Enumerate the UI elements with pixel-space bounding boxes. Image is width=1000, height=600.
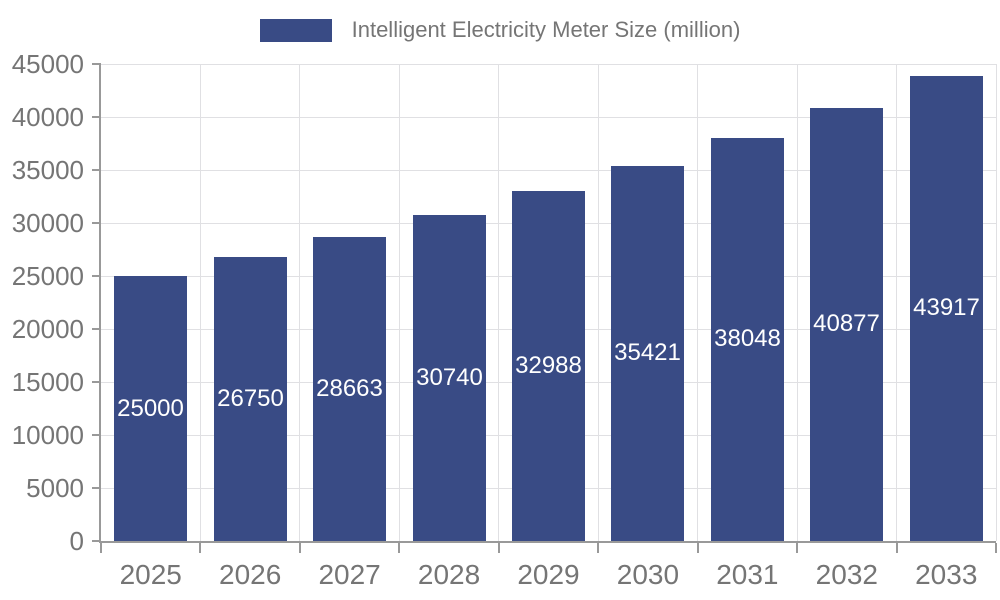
x-axis-line — [99, 541, 996, 543]
v-gridline — [796, 64, 798, 541]
x-tick-label: 2033 — [915, 559, 978, 590]
bar-value-label: 43917 — [913, 294, 980, 322]
v-gridline — [398, 64, 400, 541]
x-tick-label: 2028 — [417, 559, 481, 590]
y-tick-label: 10000 — [11, 420, 84, 450]
x-tick-label: 2030 — [616, 559, 680, 590]
h-gridline — [101, 63, 996, 65]
y-tick-label: 35000 — [11, 155, 84, 185]
h-gridline — [101, 169, 996, 171]
x-tick-label: 2027 — [318, 559, 381, 590]
bar-value-label: 35421 — [614, 339, 681, 367]
bar-value-label: 28663 — [316, 375, 383, 403]
y-tick-label: 15000 — [11, 367, 84, 397]
v-gridline — [896, 64, 898, 541]
y-tick-label: 45000 — [11, 49, 84, 79]
y-axis-tick — [92, 63, 101, 65]
y-axis-tick — [92, 275, 101, 277]
bar[interactable] — [711, 137, 784, 541]
v-gridline — [299, 64, 301, 541]
bar-value-label: 30740 — [416, 364, 483, 392]
x-axis-tick — [995, 543, 997, 553]
x-axis-tick — [100, 543, 102, 553]
x-axis-tick — [398, 543, 401, 553]
v-gridline — [597, 64, 599, 541]
x-axis-tick — [199, 543, 202, 553]
x-axis-tick — [895, 543, 898, 553]
x-axis-tick — [497, 543, 500, 553]
bar[interactable] — [313, 237, 386, 541]
y-tick-label: 20000 — [11, 314, 84, 344]
x-tick-label: 2026 — [219, 559, 282, 590]
y-axis-tick — [92, 222, 101, 224]
v-gridline — [199, 64, 201, 541]
y-axis-tick — [92, 169, 101, 171]
x-tick-label: 2025 — [119, 559, 182, 590]
y-axis-tick — [92, 328, 101, 330]
bar-value-label: 32988 — [515, 352, 582, 380]
x-axis-tick — [298, 543, 301, 553]
bar[interactable] — [214, 257, 287, 541]
x-axis-tick — [796, 543, 799, 553]
v-gridline — [697, 64, 699, 541]
bar[interactable] — [611, 165, 684, 541]
x-axis-tick — [696, 543, 699, 553]
legend-label[interactable]: Intelligent Electricity Meter Size (mill… — [351, 17, 741, 42]
y-tick-label: 40000 — [11, 102, 84, 132]
x-tick-label: 2029 — [517, 559, 580, 590]
bar[interactable] — [810, 107, 883, 541]
legend[interactable]: Intelligent Electricity Meter Size (mill… — [0, 17, 1000, 43]
y-axis-tick — [92, 434, 101, 436]
v-gridline — [498, 64, 500, 541]
bar-value-label: 40877 — [813, 310, 880, 338]
y-axis-tick — [92, 487, 101, 489]
y-axis-tick — [92, 116, 101, 118]
v-gridline — [995, 64, 997, 541]
bar-value-label: 25000 — [117, 394, 184, 422]
x-tick-label: 2032 — [815, 559, 878, 590]
x-axis-tick — [597, 543, 600, 553]
bar[interactable] — [910, 75, 983, 541]
bar[interactable] — [114, 276, 187, 541]
bar-value-label: 26750 — [217, 385, 284, 413]
y-tick-label: 25000 — [11, 261, 84, 291]
y-tick-label: 5000 — [26, 473, 84, 503]
bar-value-label: 38048 — [714, 325, 781, 353]
legend-swatch[interactable] — [259, 18, 332, 42]
y-axis-tick — [92, 381, 101, 383]
h-gridline — [101, 116, 996, 118]
x-tick-label: 2031 — [716, 559, 779, 590]
bar[interactable] — [512, 191, 585, 541]
y-axis-tick — [92, 540, 101, 542]
y-axis-line — [99, 64, 101, 543]
bar[interactable] — [413, 215, 486, 541]
y-tick-label: 0 — [69, 526, 84, 556]
y-tick-label: 30000 — [11, 208, 84, 238]
